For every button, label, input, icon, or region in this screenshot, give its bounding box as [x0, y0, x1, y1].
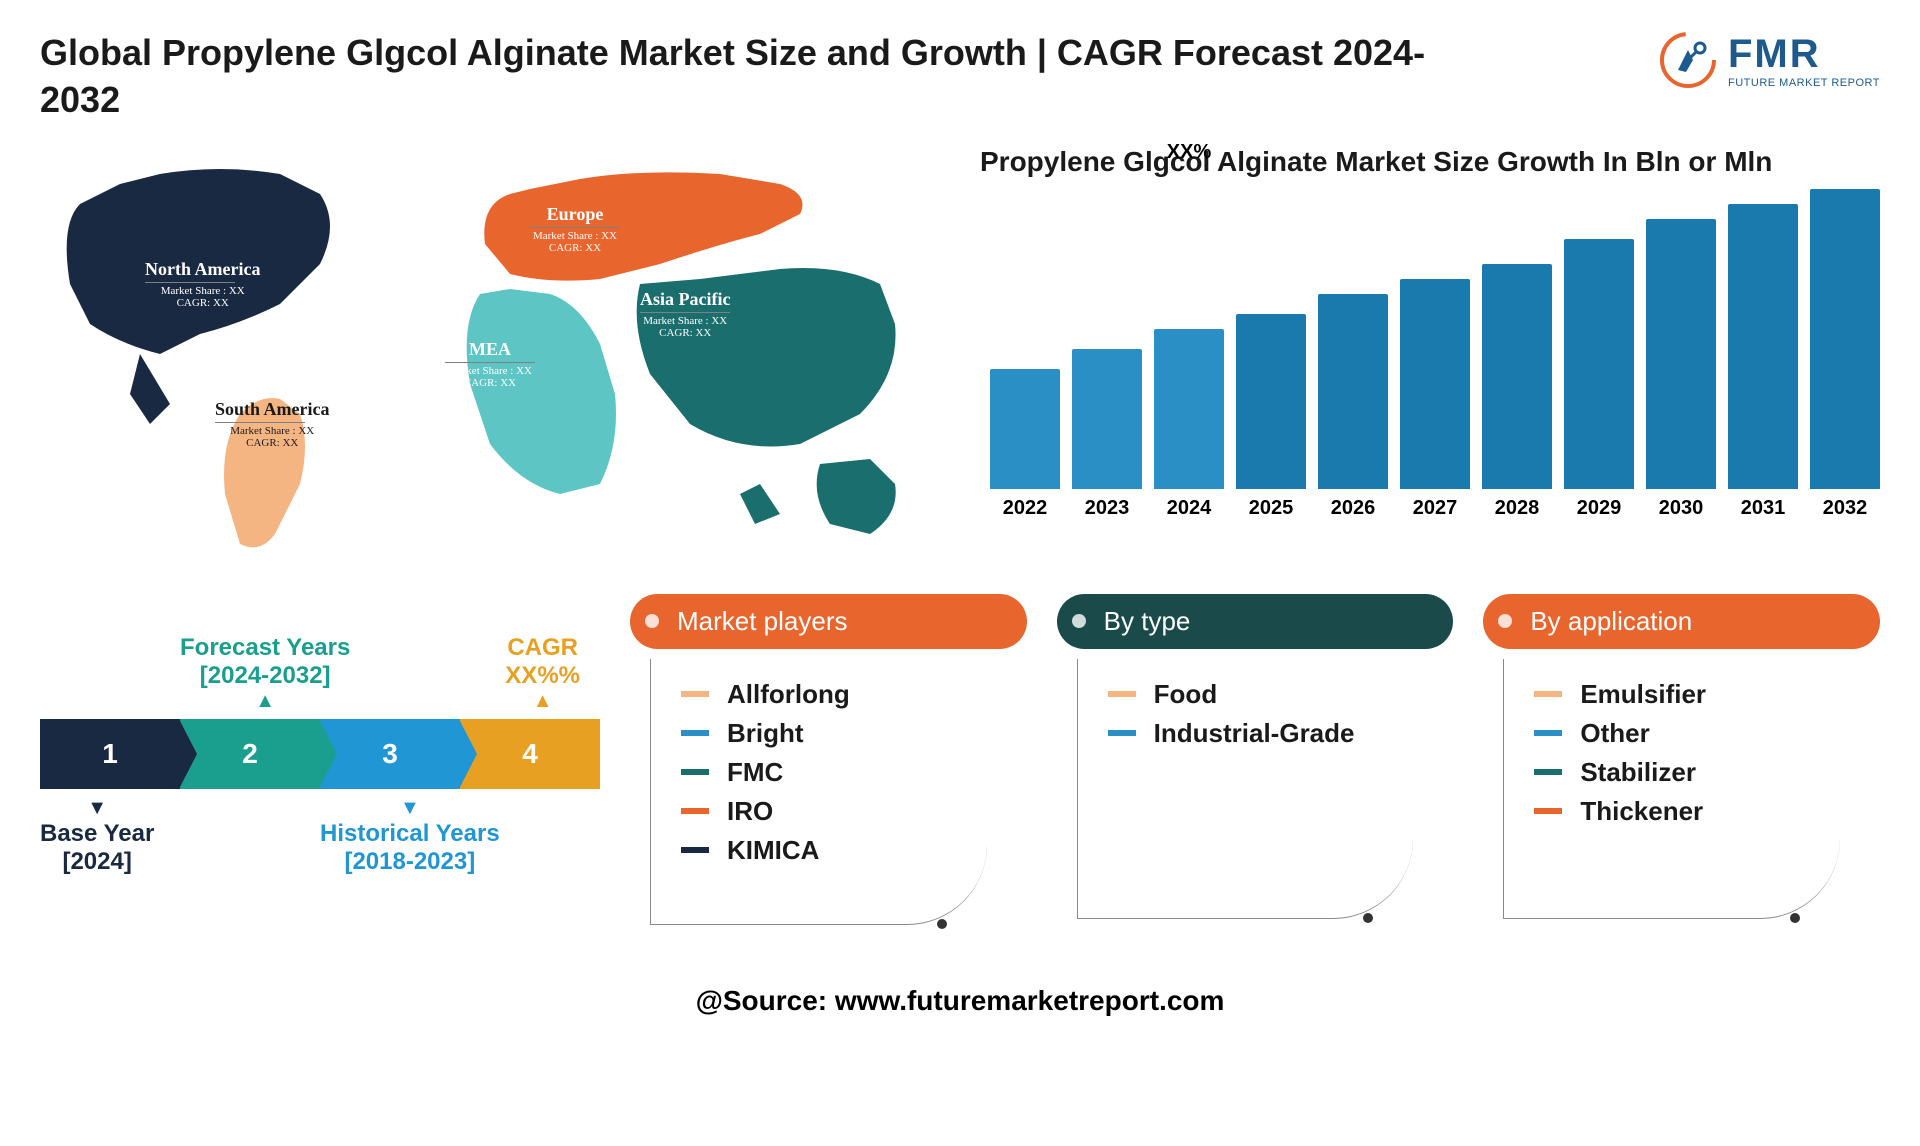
category-marker — [1108, 730, 1136, 736]
timeline: Forecast Years [2024-2032] ▲ CAGR XX%% ▲… — [40, 594, 600, 887]
category-market-players: Market players Allforlong Bright FMC IRO KIM… — [630, 594, 1027, 925]
category-item: IRO — [681, 796, 967, 827]
page-title: Global Propylene Glgcol Alginate Market … — [40, 30, 1440, 124]
category-item-label: Emulsifier — [1580, 679, 1706, 710]
bar-label: 2023 — [1085, 497, 1130, 520]
bar-label: 2024 — [1167, 497, 1212, 520]
source-text: @Source: www.futuremarketreport.com — [40, 985, 1880, 1017]
bar-item: 2027 — [1400, 279, 1470, 520]
bar-item: 2031 — [1728, 204, 1798, 520]
category-marker — [681, 847, 709, 853]
bar-label: 2026 — [1331, 497, 1376, 520]
category-item-label: Industrial-Grade — [1154, 718, 1355, 749]
category-item: Bright — [681, 718, 967, 749]
category-item-label: Other — [1580, 718, 1649, 749]
bar-label: 2032 — [1823, 497, 1868, 520]
chart-title: Propylene Glgcol Alginate Market Size Gr… — [980, 144, 1880, 180]
bar-item: 2026 — [1318, 294, 1388, 520]
category-marker — [1534, 730, 1562, 736]
category-marker — [681, 730, 709, 736]
logo-sub: FUTURE MARKET REPORT — [1728, 77, 1880, 89]
cat-header-app: By application — [1483, 594, 1880, 649]
bar-item: 2025 — [1236, 314, 1306, 520]
bar-annotation: XX% — [1167, 141, 1211, 164]
map-label-mea: MEA Market Share : XXCAGR: XX — [445, 339, 535, 389]
bar — [1154, 329, 1224, 489]
bar-label: 2029 — [1577, 497, 1622, 520]
category-marker — [681, 691, 709, 697]
timeline-seg-3: 3 — [320, 719, 460, 789]
bar-item: 2022 — [990, 369, 1060, 520]
bar — [1318, 294, 1388, 489]
bar — [1236, 314, 1306, 489]
bar-label: 2030 — [1659, 497, 1704, 520]
bar-item: XX%2032 — [1810, 189, 1880, 520]
timeline-bar: 1 2 3 4 — [40, 719, 600, 789]
logo-main: FMR — [1728, 32, 1880, 77]
timeline-seg-4: 4 — [460, 719, 600, 789]
category-marker — [1534, 769, 1562, 775]
hist-label: ▼ Historical Years [2018-2023] — [320, 797, 500, 876]
category-item: Emulsifier — [1534, 679, 1820, 710]
bar-chart: Propylene Glgcol Alginate Market Size Gr… — [980, 144, 1880, 564]
category-by-application: By application Emulsifier Other Stabilizer… — [1483, 594, 1880, 919]
category-marker — [1108, 691, 1136, 697]
bar — [1072, 349, 1142, 489]
bar-label: 2028 — [1495, 497, 1540, 520]
category-item: KIMICA — [681, 835, 967, 866]
bar-label: 2031 — [1741, 497, 1786, 520]
category-marker — [1534, 691, 1562, 697]
bar-label: 2027 — [1413, 497, 1458, 520]
map-label-eu: Europe Market Share : XXCAGR: XX — [530, 204, 620, 254]
bar — [1482, 264, 1552, 489]
category-item-label: KIMICA — [727, 835, 819, 866]
bar-item: 2029 — [1564, 239, 1634, 520]
category-marker — [681, 769, 709, 775]
category-by-type: By type Food Industrial-Grade — [1057, 594, 1454, 919]
cagr-label: CAGR XX%% ▲ — [505, 634, 580, 713]
category-item-label: Thickener — [1580, 796, 1703, 827]
cat-header-players: Market players — [630, 594, 1027, 649]
bar — [1564, 239, 1634, 489]
header: Global Propylene Glgcol Alginate Market … — [40, 30, 1880, 124]
category-item-label: Bright — [727, 718, 804, 749]
base-label: ▼ Base Year [2024] — [40, 797, 154, 876]
bar-item: 2030 — [1646, 219, 1716, 520]
bar — [1728, 204, 1798, 489]
world-map: North America Market Share : XXCAGR: XX … — [40, 144, 940, 564]
bar-label: 2022 — [1003, 497, 1048, 520]
category-item: Allforlong — [681, 679, 967, 710]
timeline-seg-1: 1 — [40, 719, 180, 789]
category-item: Industrial-Grade — [1108, 718, 1394, 749]
bar-item: 2028 — [1482, 264, 1552, 520]
map-label-sa: South America Market Share : XXCAGR: XX — [215, 399, 330, 449]
category-item-label: Stabilizer — [1580, 757, 1696, 788]
map-label-na: North America Market Share : XXCAGR: XX — [145, 259, 260, 309]
category-item: Other — [1534, 718, 1820, 749]
bar — [990, 369, 1060, 489]
category-marker — [1534, 808, 1562, 814]
category-item: Stabilizer — [1534, 757, 1820, 788]
category-item: Thickener — [1534, 796, 1820, 827]
bar — [1810, 189, 1880, 489]
category-item-label: IRO — [727, 796, 773, 827]
bar-item: 2023 — [1072, 349, 1142, 520]
bar — [1646, 219, 1716, 489]
category-item: Food — [1108, 679, 1394, 710]
bars-container: 2022 2023 XX%2024 2025 2026 2027 2028 2029 2030 2… — [980, 200, 1880, 520]
category-item-label: FMC — [727, 757, 783, 788]
cat-header-type: By type — [1057, 594, 1454, 649]
bar-label: 2025 — [1249, 497, 1294, 520]
timeline-seg-2: 2 — [180, 719, 320, 789]
map-label-ap: Asia Pacific Market Share : XXCAGR: XX — [640, 289, 730, 339]
category-item-label: Food — [1154, 679, 1218, 710]
bar — [1400, 279, 1470, 489]
forecast-label: Forecast Years [2024-2032] ▲ — [180, 634, 350, 713]
category-marker — [681, 808, 709, 814]
bar-item: XX%2024 — [1154, 329, 1224, 520]
category-item-label: Allforlong — [727, 679, 850, 710]
logo-icon — [1658, 30, 1718, 90]
category-item: FMC — [681, 757, 967, 788]
logo: FMR FUTURE MARKET REPORT — [1658, 30, 1880, 90]
